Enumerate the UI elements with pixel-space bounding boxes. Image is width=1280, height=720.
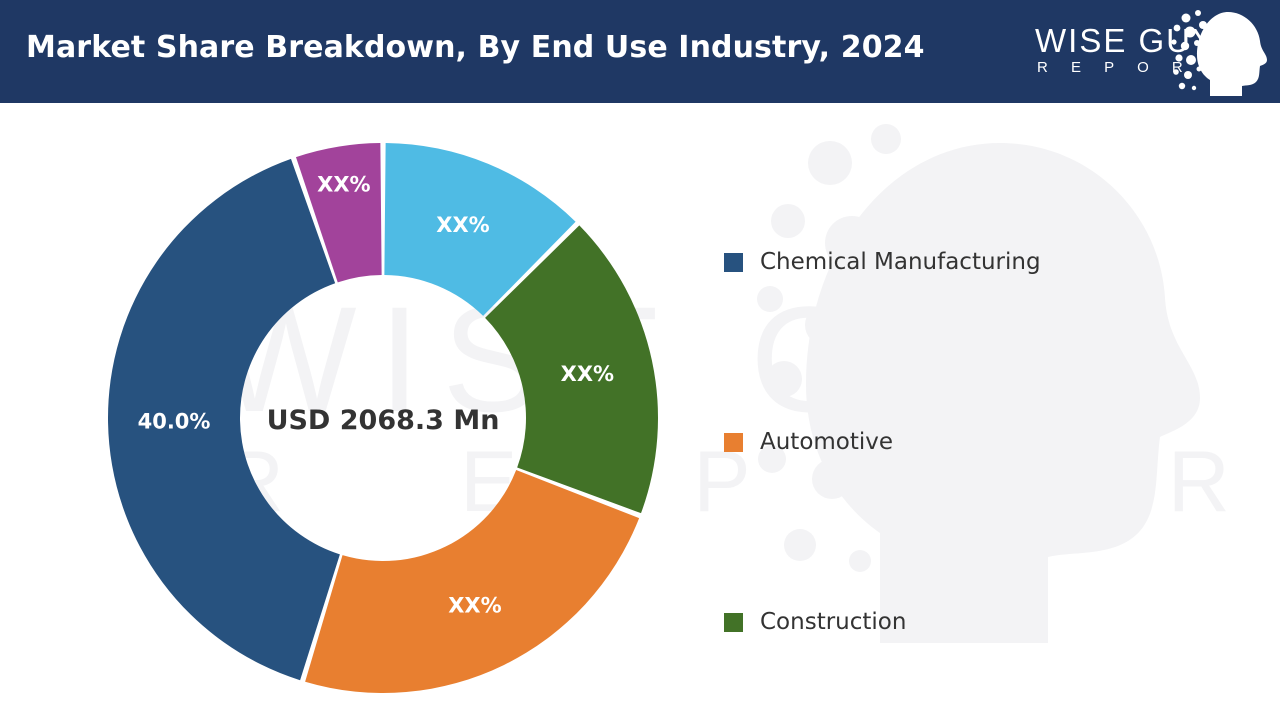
legend-item-automotive[interactable]: Automotive <box>724 431 893 454</box>
page-title: Market Share Breakdown, By End Use Indus… <box>26 30 925 65</box>
legend-swatch-icon <box>724 433 743 452</box>
donut-chart-svg: 40.0% XX% XX% XX% XX% <box>108 143 658 693</box>
logo-wordmark-secondary: R E P O R T S <box>1037 59 1258 76</box>
head-silhouette-icon <box>1171 10 1267 96</box>
donut-slice[interactable] <box>295 143 382 283</box>
page-header: Market Share Breakdown, By End Use Indus… <box>0 0 1280 103</box>
logo-wordmark-primary: WISE GUY <box>1035 22 1217 59</box>
legend-item-label: Construction <box>760 609 907 635</box>
legend-item-label: Chemical Manufacturing <box>760 249 1041 275</box>
donut-slice[interactable] <box>108 158 340 681</box>
donut-slice[interactable] <box>384 143 576 316</box>
donut-chart: 40.0% XX% XX% XX% XX% USD 2068.3 Mn <box>108 143 658 693</box>
legend-item-construction[interactable]: Construction <box>724 611 906 634</box>
legend-swatch-icon <box>724 253 743 272</box>
legend-swatch-icon <box>724 613 743 632</box>
donut-slice[interactable] <box>305 470 640 693</box>
donut-center-value: USD 2068.3 Mn <box>266 405 500 436</box>
slice-percentage-label: XX% <box>317 172 370 196</box>
slice-percentage-label: 40.0% <box>138 410 211 434</box>
brand-logo: WISE GUY R E P O R T S <box>1027 6 1272 98</box>
chart-canvas: WISE GUY R E P O R T S <box>0 103 1280 720</box>
slice-percentage-label: XX% <box>448 594 501 618</box>
slice-percentage-label: XX% <box>436 213 489 237</box>
legend-item-label: Automotive <box>760 429 894 455</box>
slice-percentage-label: XX% <box>561 362 614 386</box>
legend-item-chemical-manufacturing[interactable]: Chemical Manufacturing <box>724 251 1041 274</box>
donut-slice[interactable] <box>485 225 658 514</box>
